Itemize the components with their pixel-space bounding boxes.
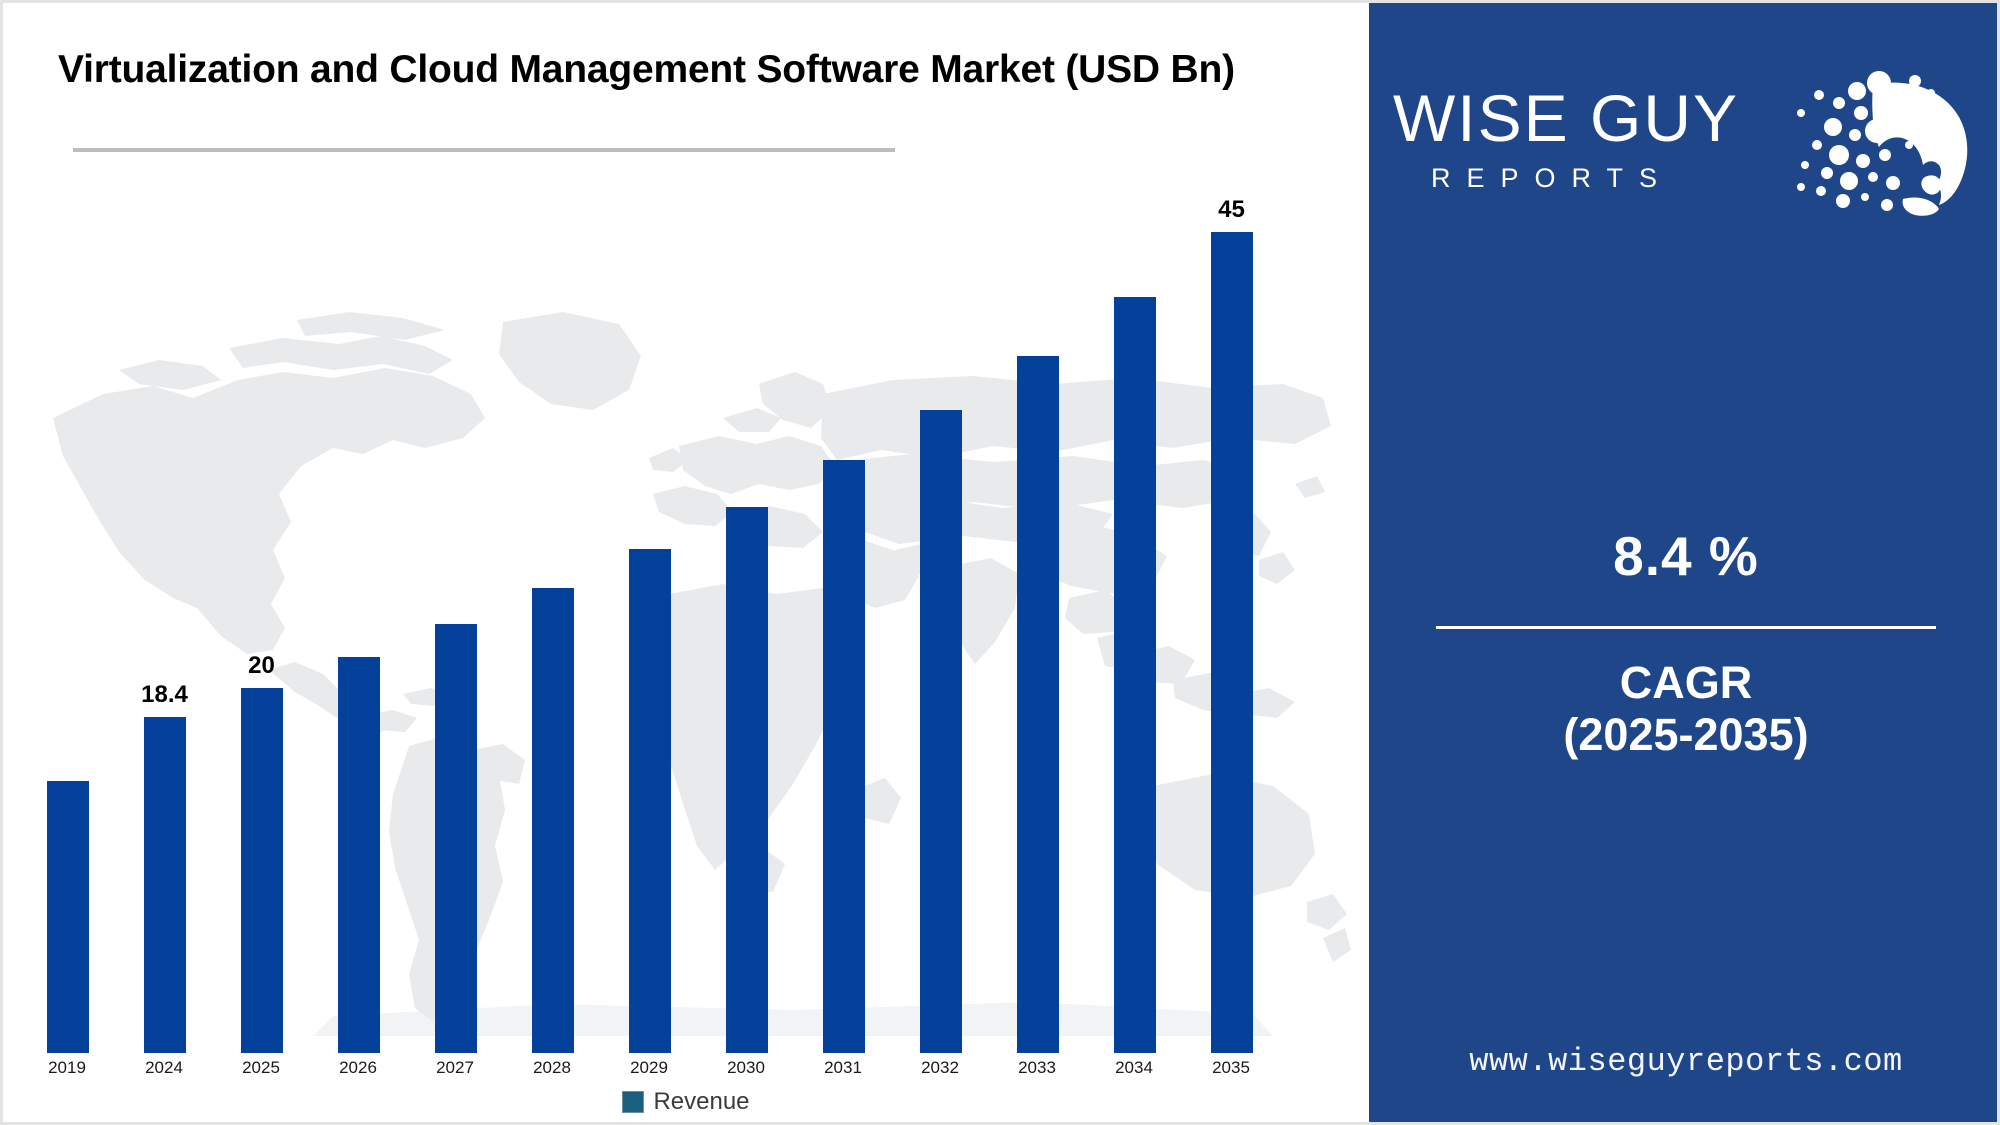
x-tick-2025: 2025 bbox=[242, 1058, 280, 1077]
x-tick-2028: 2028 bbox=[533, 1058, 571, 1077]
cagr-caption-label: CAGR bbox=[1619, 656, 1753, 708]
cagr-caption: CAGR (2025-2035) bbox=[1369, 656, 1997, 761]
bar-slot bbox=[698, 233, 795, 1053]
x-tick-2032: 2032 bbox=[921, 1058, 959, 1077]
bar-slot bbox=[1086, 233, 1183, 1053]
bar-slot bbox=[19, 233, 116, 1053]
cagr-caption-period: (2025-2035) bbox=[1563, 708, 1809, 760]
svg-text:WISE GUY: WISE GUY bbox=[1393, 81, 1739, 155]
bar-slot bbox=[310, 233, 407, 1053]
title-divider bbox=[73, 148, 895, 152]
x-axis: 2019 2024 2025 2026 2027 2028 2029 2030 … bbox=[3, 1058, 1369, 1092]
bar-slot: 45 bbox=[1183, 196, 1280, 1053]
x-tick-2027: 2027 bbox=[436, 1058, 474, 1077]
bar-2026[interactable] bbox=[337, 657, 380, 1053]
bar-2028[interactable] bbox=[531, 588, 574, 1053]
bar-2025[interactable] bbox=[240, 688, 283, 1053]
bar-slot bbox=[504, 233, 601, 1053]
bar-2027[interactable] bbox=[434, 624, 477, 1053]
legend-label-revenue: Revenue bbox=[653, 1088, 750, 1115]
cagr-block: 8.4 % CAGR (2025-2035) bbox=[1369, 525, 1997, 761]
bar-value-label-2024: 18.4 bbox=[141, 681, 188, 708]
bar-2030[interactable] bbox=[725, 507, 768, 1053]
x-tick-2034: 2034 bbox=[1115, 1058, 1153, 1077]
wiseguy-reports-logo: WISE GUY REPORTS bbox=[1387, 69, 1987, 219]
x-tick-2026: 2026 bbox=[339, 1058, 377, 1077]
bar-chart-plot-area: 18.4 20 bbox=[3, 196, 1369, 1053]
website-url[interactable]: www.wiseguyreports.com bbox=[1469, 1043, 1903, 1080]
legend-swatch-revenue bbox=[622, 1091, 645, 1113]
x-tick-2030: 2030 bbox=[727, 1058, 765, 1077]
x-tick-2019: 2019 bbox=[48, 1058, 86, 1077]
bar-2033[interactable] bbox=[1016, 356, 1059, 1053]
bar-value-label-2025: 20 bbox=[248, 652, 275, 679]
bar-slot: 20 bbox=[213, 233, 310, 1053]
bar-2032[interactable] bbox=[919, 410, 962, 1053]
bar-2024[interactable] bbox=[143, 717, 186, 1053]
brand-panel: WISE GUY REPORTS bbox=[1369, 3, 1997, 1122]
bar-slot bbox=[407, 233, 504, 1053]
bar-value-label-2035: 45 bbox=[1218, 196, 1245, 223]
bar-2035[interactable] bbox=[1210, 232, 1253, 1053]
bar-2019[interactable] bbox=[46, 781, 89, 1053]
bar-slot: 18.4 bbox=[116, 233, 213, 1053]
bar-slot bbox=[795, 233, 892, 1053]
svg-text:REPORTS: REPORTS bbox=[1431, 163, 1673, 193]
x-tick-2024: 2024 bbox=[145, 1058, 183, 1077]
bar-2029[interactable] bbox=[628, 549, 671, 1053]
x-tick-2033: 2033 bbox=[1018, 1058, 1056, 1077]
x-tick-2031: 2031 bbox=[824, 1058, 862, 1077]
chart-panel: Virtualization and Cloud Management Soft… bbox=[3, 3, 1369, 1122]
bar-2031[interactable] bbox=[822, 460, 865, 1053]
page-title: Virtualization and Cloud Management Soft… bbox=[58, 48, 1235, 91]
bar-slot bbox=[989, 233, 1086, 1053]
bar-2034[interactable] bbox=[1113, 297, 1156, 1053]
chart-legend: Revenue bbox=[3, 1088, 1369, 1116]
bar-slot bbox=[601, 233, 698, 1053]
cagr-divider bbox=[1436, 625, 1936, 629]
x-tick-2029: 2029 bbox=[630, 1058, 668, 1077]
cagr-value: 8.4 % bbox=[1613, 525, 1759, 587]
x-tick-2035: 2035 bbox=[1212, 1058, 1250, 1077]
bar-slot bbox=[892, 233, 989, 1053]
